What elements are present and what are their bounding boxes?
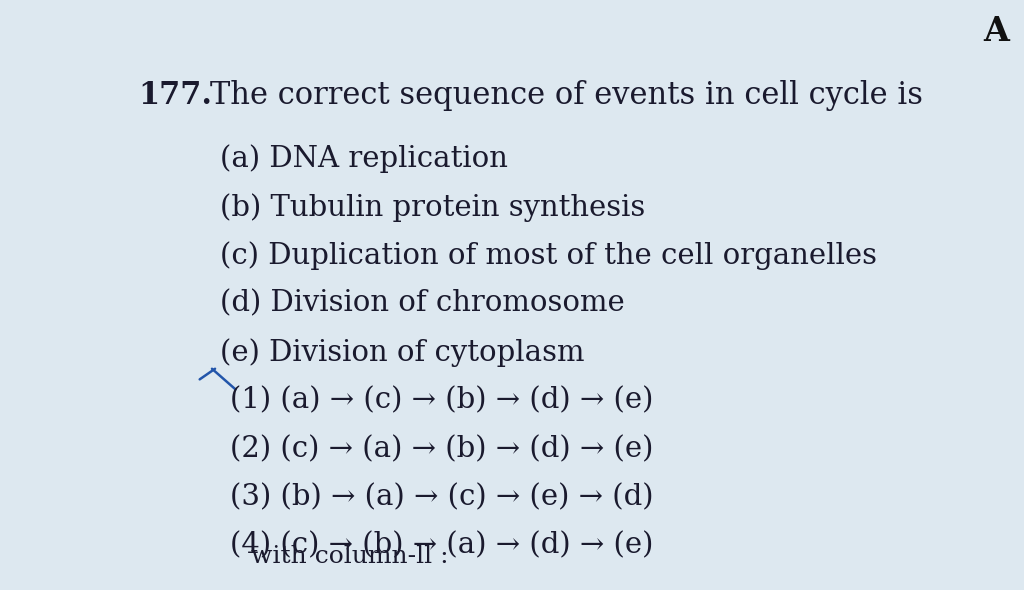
Text: 177.: 177. — [138, 80, 212, 111]
Text: (3) (b) → (a) → (c) → (e) → (d): (3) (b) → (a) → (c) → (e) → (d) — [230, 483, 654, 511]
Text: (1) (a) → (c) → (b) → (d) → (e): (1) (a) → (c) → (b) → (d) → (e) — [230, 386, 653, 414]
Text: (2) (c) → (a) → (b) → (d) → (e): (2) (c) → (a) → (b) → (d) → (e) — [230, 435, 653, 463]
Text: (4) (c) → (b) → (a) → (d) → (e): (4) (c) → (b) → (a) → (d) → (e) — [230, 532, 653, 559]
Text: A: A — [983, 15, 1009, 48]
Text: (d) Division of chromosome: (d) Division of chromosome — [220, 290, 625, 317]
Text: (b) Tubulin protein synthesis: (b) Tubulin protein synthesis — [220, 193, 645, 222]
Text: The correct sequence of events in cell cycle is: The correct sequence of events in cell c… — [210, 80, 923, 111]
Text: with column-ll :: with column-ll : — [251, 545, 449, 568]
Text: (c) Duplication of most of the cell organelles: (c) Duplication of most of the cell orga… — [220, 241, 878, 270]
Text: (a) DNA replication: (a) DNA replication — [220, 145, 508, 173]
Text: (e) Division of cytoplasm: (e) Division of cytoplasm — [220, 338, 585, 367]
